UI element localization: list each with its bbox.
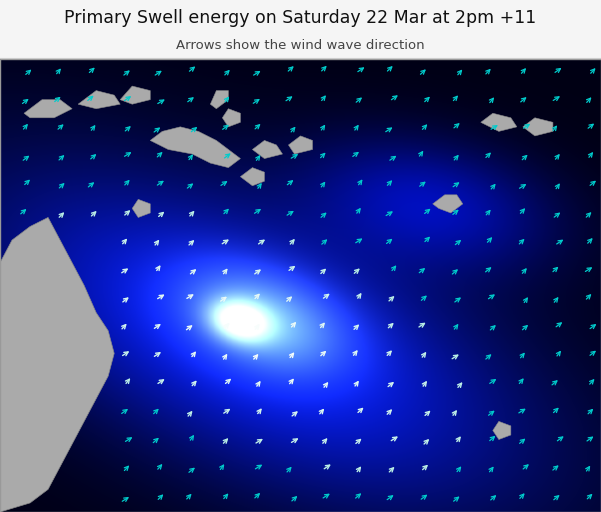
Polygon shape [222,109,240,127]
Polygon shape [433,195,463,213]
Polygon shape [0,218,114,512]
Text: Arrows show the wind wave direction: Arrows show the wind wave direction [176,39,425,52]
Polygon shape [210,91,228,109]
Polygon shape [493,421,511,439]
Polygon shape [120,86,150,104]
Polygon shape [240,167,264,186]
Polygon shape [288,136,313,154]
Polygon shape [150,127,240,167]
Polygon shape [24,100,72,118]
Polygon shape [481,113,517,132]
Polygon shape [132,199,150,218]
Polygon shape [523,118,553,136]
Polygon shape [252,140,282,159]
Text: Primary Swell energy on Saturday 22 Mar at 2pm +11: Primary Swell energy on Saturday 22 Mar … [64,9,537,27]
Polygon shape [78,91,120,109]
